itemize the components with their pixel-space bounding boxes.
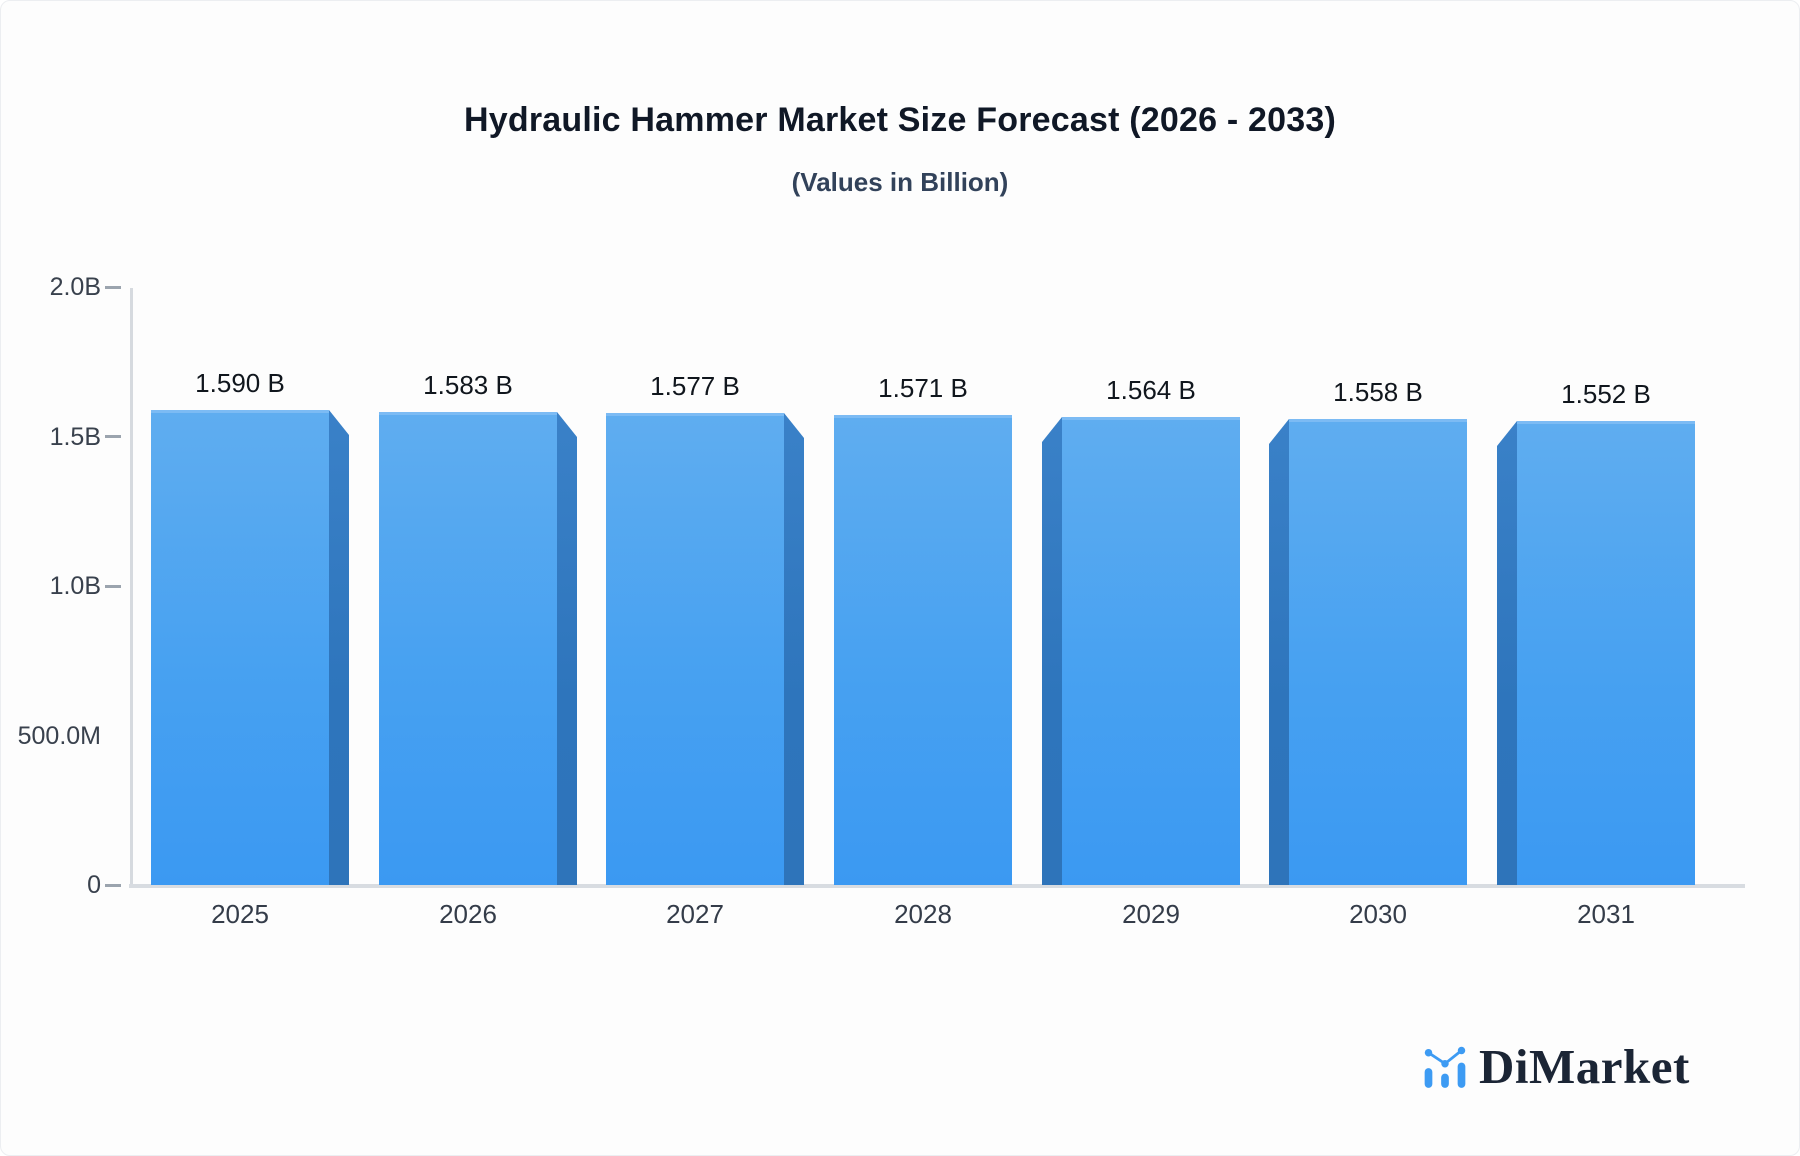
- y-tick-mark: [105, 883, 121, 887]
- bar-side-panel-2026: [557, 412, 577, 885]
- bar-value-label-2030: 1.558 B: [1333, 377, 1423, 407]
- bar-side-panel-2025: [329, 410, 349, 885]
- bar-2028: [834, 415, 1012, 885]
- bar-2031: [1517, 421, 1695, 885]
- x-axis-label-2030: 2030: [1349, 899, 1407, 929]
- chart-title: Hydraulic Hammer Market Size Forecast (2…: [464, 101, 1336, 139]
- bar-side-panel-2027: [784, 413, 804, 885]
- y-tick-mark: [105, 435, 121, 438]
- x-axis-label-2026: 2026: [439, 899, 497, 929]
- brand-name: DiMarket: [1479, 1039, 1690, 1094]
- bar-value-label-2029: 1.564 B: [1106, 375, 1196, 405]
- y-tick-mark: [105, 285, 121, 289]
- y-axis-line: [130, 288, 133, 885]
- y-tick-label: 0: [87, 871, 101, 899]
- bar-value-label-2031: 1.552 B: [1561, 379, 1651, 409]
- chart-subtitle: (Values in Billion): [791, 167, 1009, 197]
- brand-watermark: DiMarket: [1423, 1039, 1690, 1094]
- y-tick-label: 1.0B: [49, 572, 101, 600]
- y-tick-label: 1.5B: [49, 422, 101, 451]
- y-tick-mark: [105, 584, 121, 588]
- x-axis-label-2025: 2025: [211, 899, 269, 929]
- bar-line-chart-logo-icon: [1424, 1046, 1466, 1088]
- x-axis-label-2028: 2028: [894, 899, 952, 929]
- x-axis-label-2029: 2029: [1122, 899, 1180, 929]
- bar-2029: [1062, 417, 1240, 885]
- x-axis-label-2031: 2031: [1577, 899, 1635, 929]
- x-axis-baseline: [129, 884, 1745, 888]
- bar-side-panel-2031: [1497, 421, 1517, 885]
- bar-side-panel-2030: [1269, 419, 1289, 885]
- bar-value-label-2025: 1.590 B: [195, 368, 285, 398]
- bar-2026: [379, 412, 557, 885]
- y-tick-label: 500.0M: [17, 721, 101, 750]
- bar-2027: [606, 413, 784, 885]
- bar-2025: [151, 410, 329, 885]
- bar-value-label-2026: 1.583 B: [423, 370, 513, 400]
- bar-2030: [1289, 419, 1467, 885]
- bar-value-label-2028: 1.571 B: [878, 373, 968, 403]
- bar-side-panel-2029: [1042, 417, 1062, 885]
- x-axis-label-2027: 2027: [666, 899, 724, 929]
- bar-value-label-2027: 1.577 B: [650, 371, 740, 401]
- y-tick-label: 2.0B: [49, 273, 101, 301]
